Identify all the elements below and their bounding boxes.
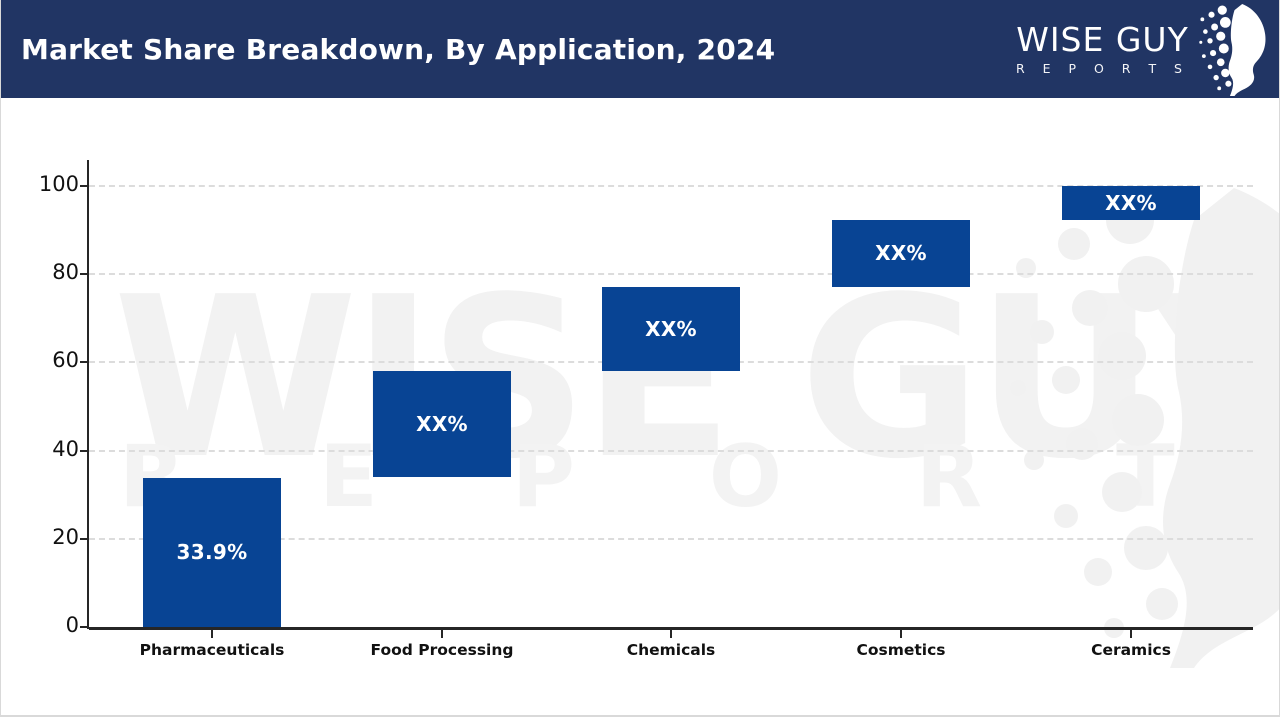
wise-guy-face-icon bbox=[1199, 4, 1266, 96]
logo-subtitle: R E P O R T S bbox=[1015, 60, 1189, 76]
y-axis-line bbox=[87, 160, 89, 629]
y-tick-label: 100 bbox=[38, 172, 79, 196]
y-tick-mark bbox=[80, 273, 88, 276]
y-tick-label: 20 bbox=[52, 524, 79, 549]
watermark-face-icon bbox=[1010, 188, 1279, 668]
y-tick-label: 0 bbox=[65, 613, 79, 637]
x-tick-mark bbox=[441, 630, 443, 638]
bar-segment-cosmetics: XX% bbox=[832, 219, 970, 287]
bar-value-label: 33.9% bbox=[176, 540, 248, 565]
wise-guy-logo: WISE GUY R E P O R T S bbox=[1016, 2, 1275, 96]
gridline-80 bbox=[89, 273, 1253, 276]
x-category-label: Pharmaceuticals bbox=[139, 641, 285, 659]
y-tick-mark bbox=[80, 449, 88, 452]
x-tick-mark bbox=[211, 630, 213, 638]
bar-value-label: XX% bbox=[1105, 190, 1157, 215]
y-tick-label: 40 bbox=[52, 436, 79, 461]
y-tick-mark bbox=[80, 185, 88, 187]
bar-segment-food-processing: XX% bbox=[373, 370, 511, 478]
y-tick-mark bbox=[80, 626, 88, 628]
bar-segment-chemicals: XX% bbox=[602, 286, 740, 371]
y-tick-mark bbox=[80, 537, 88, 540]
x-category-label: Chemicals bbox=[626, 641, 716, 659]
logo-wordmark: WISE GUY bbox=[1016, 19, 1189, 59]
y-tick-mark bbox=[80, 361, 88, 364]
header-bar: Market Share Breakdown, By Application, … bbox=[1, 0, 1279, 98]
y-tick-label: 60 bbox=[52, 348, 79, 373]
logo-text: WISE GUY R E P O R T S bbox=[1016, 23, 1189, 76]
bar-segment-pharmaceuticals: 33.9% bbox=[143, 477, 281, 627]
x-axis-line bbox=[89, 627, 1253, 630]
gridline-20 bbox=[89, 537, 1253, 540]
gridline-100 bbox=[89, 185, 1253, 187]
page-title: Market Share Breakdown, By Application, … bbox=[21, 32, 776, 66]
x-tick-mark bbox=[670, 630, 672, 638]
x-category-label: Food Processing bbox=[370, 641, 514, 659]
bar-segment-ceramics: XX% bbox=[1062, 186, 1200, 220]
chart-area: WISE GUY R E P O R T S 02040608010033.9%… bbox=[1, 98, 1279, 715]
gridline-40 bbox=[89, 449, 1253, 452]
x-tick-mark bbox=[1130, 630, 1132, 638]
bar-value-label: XX% bbox=[645, 316, 697, 341]
bar-value-label: XX% bbox=[416, 412, 468, 437]
bar-value-label: XX% bbox=[875, 241, 927, 266]
x-category-label: Ceramics bbox=[1091, 641, 1171, 659]
y-tick-label: 80 bbox=[52, 260, 79, 285]
x-tick-mark bbox=[900, 630, 902, 638]
x-category-label: Cosmetics bbox=[856, 641, 946, 659]
